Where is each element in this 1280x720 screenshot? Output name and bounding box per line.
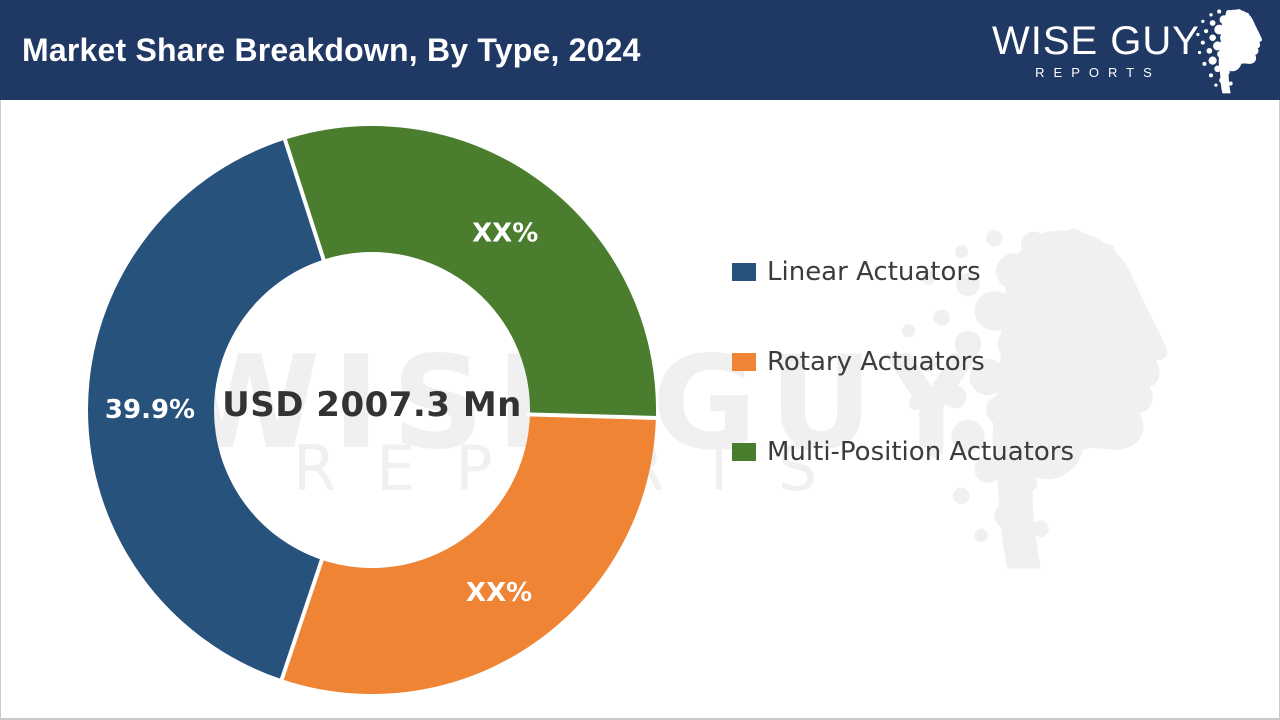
wedge-percentage-label: XX% xyxy=(466,578,532,608)
legend-label: Linear Actuators xyxy=(767,257,981,287)
logo-wordmark: WISE GUY REPORTS xyxy=(992,21,1200,80)
face-profile-icon xyxy=(1196,9,1263,94)
legend-swatch-icon xyxy=(732,263,756,281)
legend-swatch-icon xyxy=(732,443,756,461)
wedge-percentage-label: XX% xyxy=(472,219,538,249)
wedge-gap xyxy=(526,412,657,420)
legend-label: Multi-Position Actuators xyxy=(767,437,1074,467)
legend-item-linear-actuators: Linear Actuators xyxy=(732,257,981,287)
wedge-linear-actuators xyxy=(88,139,324,680)
legend-swatch-icon xyxy=(732,353,756,371)
logo-wordmark-line1: WISE GUY xyxy=(991,18,1200,63)
legend-item-multi-position-actuators: Multi-Position Actuators xyxy=(732,437,1074,467)
legend-item-rotary-actuators: Rotary Actuators xyxy=(732,347,985,377)
wedge-gap xyxy=(279,556,325,681)
wedge-percentage-label: 39.9% xyxy=(105,395,195,425)
donut-center-value: USD 2007.3 Mn xyxy=(222,385,522,425)
donut-chart: XX% 39.9% XX% xyxy=(88,126,657,694)
legend-label: Rotary Actuators xyxy=(767,347,985,377)
chart-panel: WISE GUY REPORTS XX%39.9%XX% USD 2007.3 … xyxy=(0,100,1280,720)
wedge-gap xyxy=(282,138,327,264)
wedge-multi-position-actuators xyxy=(284,126,657,418)
page-title: Market Share Breakdown, By Type, 2024 xyxy=(22,31,641,68)
header-bar: Market Share Breakdown, By Type, 2024 WI… xyxy=(0,0,1280,100)
wedge-rotary-actuators xyxy=(281,414,656,694)
logo-wordmark-line2: REPORTS xyxy=(1035,64,1161,80)
wise-guy-logo: WISE GUY REPORTS xyxy=(992,5,1270,95)
